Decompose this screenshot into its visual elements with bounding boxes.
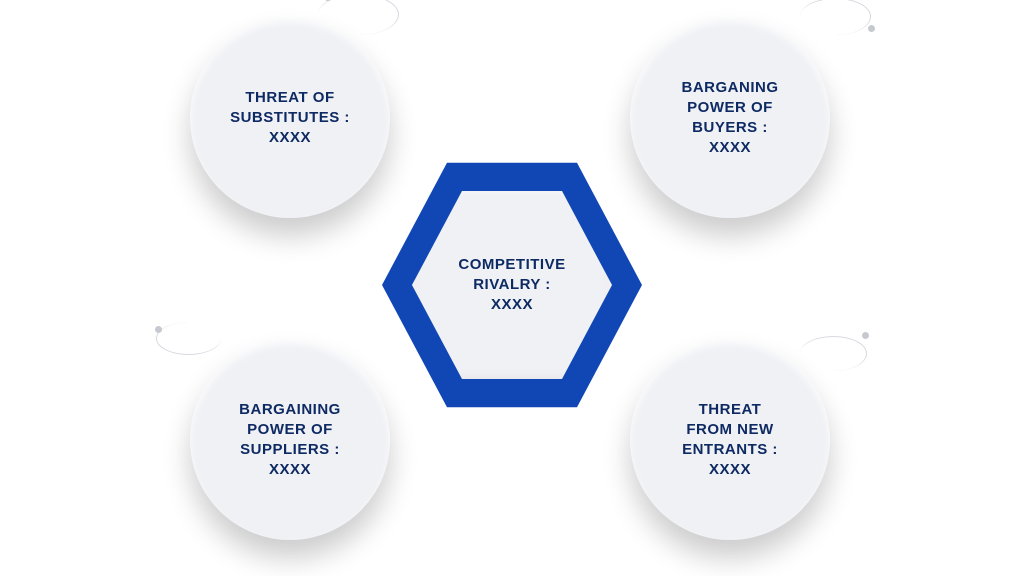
connector-dot [155, 326, 162, 333]
connector-dot [862, 332, 869, 339]
five-forces-diagram: THREAT OF SUBSTITUTES : XXXX BARGANING P… [0, 0, 1024, 576]
connector-arc [800, 336, 867, 371]
force-label: THREAT FROM NEW ENTRANTS : XXXX [682, 400, 778, 481]
force-node-buyers: BARGANING POWER OF BUYERS : XXXX [630, 18, 830, 218]
force-label: THREAT OF SUBSTITUTES : XXXX [230, 88, 350, 149]
force-node-suppliers: BARGAINING POWER OF SUPPLIERS : XXXX [190, 340, 390, 540]
force-node-substitutes: THREAT OF SUBSTITUTES : XXXX [190, 18, 390, 218]
force-label: BARGANING POWER OF BUYERS : XXXX [682, 78, 779, 159]
connector-arc [156, 322, 221, 355]
force-label: BARGAINING POWER OF SUPPLIERS : XXXX [239, 400, 341, 481]
center-label: COMPETITIVE RIVALRY : XXXX [458, 255, 565, 316]
connector-dot [868, 25, 875, 32]
connector-arc [800, 0, 871, 35]
center-node: COMPETITIVE RIVALRY : XXXX [382, 155, 642, 415]
force-node-new-entrants: THREAT FROM NEW ENTRANTS : XXXX [630, 340, 830, 540]
